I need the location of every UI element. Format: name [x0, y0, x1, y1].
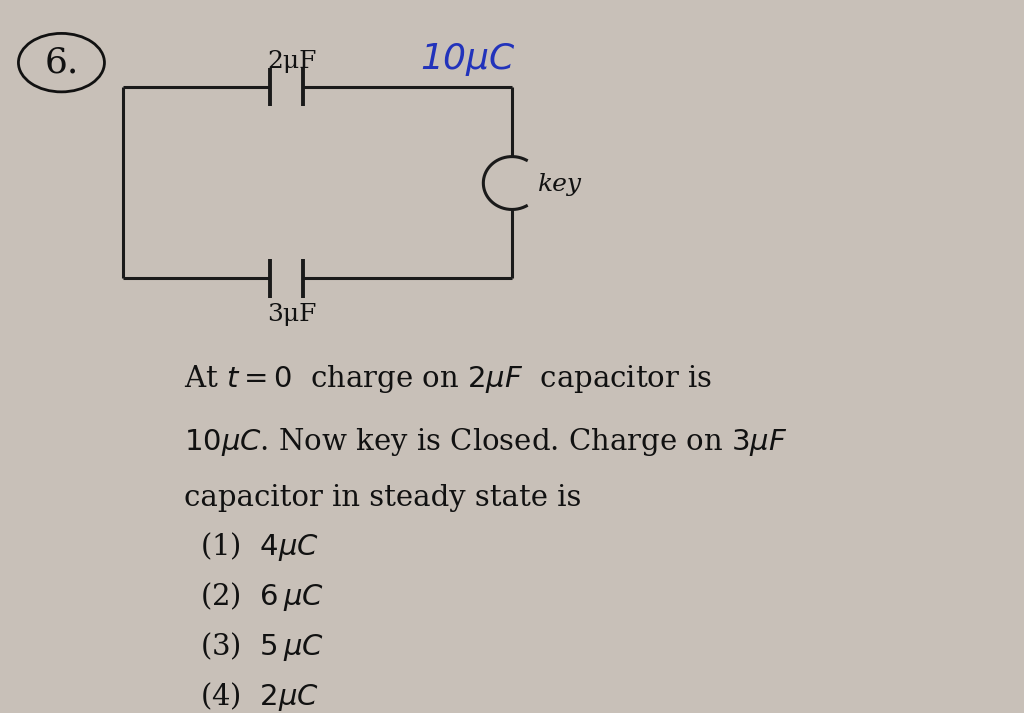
- Text: (4)  $2\mu C$: (4) $2\mu C$: [200, 680, 318, 713]
- Text: key: key: [538, 173, 582, 196]
- Text: $10\mu C$. Now key is Closed. Charge on $3\mu F$: $10\mu C$. Now key is Closed. Charge on …: [184, 426, 787, 458]
- Text: (1)  $4\mu C$: (1) $4\mu C$: [200, 530, 318, 563]
- Text: 2μF: 2μF: [267, 50, 316, 73]
- Text: (2)  $6\,\mu C$: (2) $6\,\mu C$: [200, 580, 324, 613]
- Text: capacitor in steady state is: capacitor in steady state is: [184, 483, 582, 512]
- Text: 3μF: 3μF: [267, 303, 316, 326]
- Text: 6.: 6.: [44, 46, 79, 80]
- Text: At $t = 0$  charge on $2\mu F$  capacitor is: At $t = 0$ charge on $2\mu F$ capacitor …: [184, 364, 713, 395]
- Text: (3)  $5\,\mu C$: (3) $5\,\mu C$: [200, 630, 324, 663]
- Text: 10μC: 10μC: [420, 42, 514, 76]
